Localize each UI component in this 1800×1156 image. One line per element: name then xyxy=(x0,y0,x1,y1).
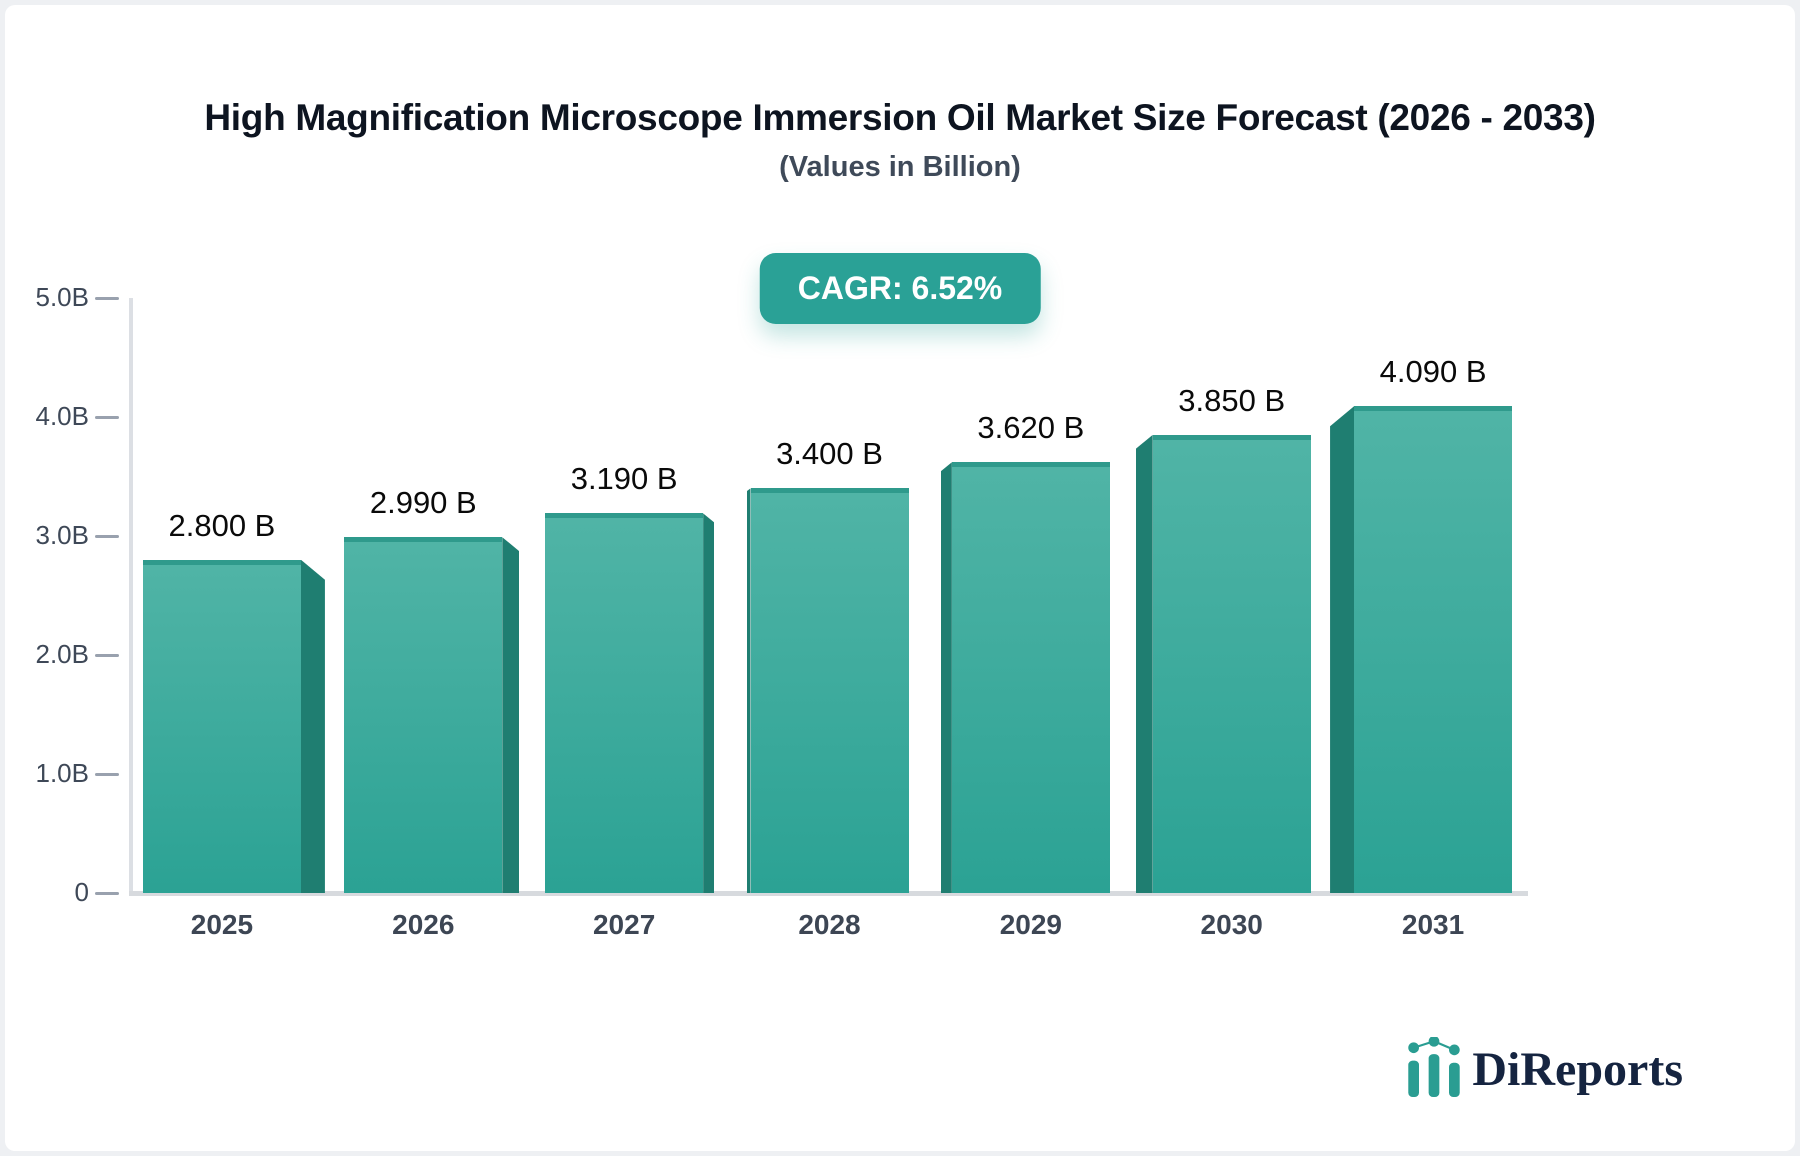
chart-subtitle: (Values in Billion) xyxy=(779,151,1021,183)
bar xyxy=(951,462,1110,893)
y-axis-tick xyxy=(95,535,119,538)
bar-side-face xyxy=(746,488,751,893)
y-axis-label: 1.0B xyxy=(35,758,90,788)
y-axis-label: 4.0B xyxy=(35,401,90,431)
x-axis-label: 2029 xyxy=(999,909,1062,940)
logo-text: DiReports xyxy=(1472,1043,1683,1096)
bar-side-face xyxy=(1135,434,1153,893)
bar-chart: 5.0B 4.0B 3.0B 2.0B 1.0B 0 2.800 B 2025 2.990 B 2… xyxy=(5,5,1795,1151)
bar-side-face xyxy=(502,537,520,893)
y-axis-label: 2.0B xyxy=(35,639,90,669)
y-axis-line xyxy=(129,298,133,896)
cagr-badge: CAGR: 6.52% xyxy=(759,253,1041,324)
bar-side-face xyxy=(300,559,325,893)
bar xyxy=(750,488,909,893)
bar-value-label: 2.800 B xyxy=(168,507,276,543)
bar-chart-logo-icon xyxy=(1406,1035,1462,1102)
bar-side-face xyxy=(703,513,715,893)
bar-value-label: 4.090 B xyxy=(1379,354,1487,390)
chart-title: High Magnification Microscope Immersion … xyxy=(204,97,1596,138)
bar-value-label: 3.190 B xyxy=(570,461,678,497)
x-axis-line xyxy=(129,891,1528,896)
bar-value-label: 3.620 B xyxy=(977,410,1085,446)
x-axis-label: 2025 xyxy=(190,909,254,940)
y-axis-tick xyxy=(95,654,119,657)
y-axis-tick xyxy=(95,892,119,895)
x-axis-label: 2026 xyxy=(392,909,455,940)
y-axis-label: 5.0B xyxy=(35,282,90,312)
x-axis-label: 2027 xyxy=(592,909,656,940)
bar-side-face xyxy=(1330,406,1355,893)
y-axis-label: 3.0B xyxy=(35,520,90,550)
bar-side-face xyxy=(940,462,952,893)
x-axis-label: 2030 xyxy=(1200,909,1263,940)
bar-value-label: 2.990 B xyxy=(369,485,477,521)
bar-value-label: 3.400 B xyxy=(776,436,883,472)
y-axis-tick xyxy=(95,416,119,419)
direports-logo: DiReports xyxy=(1406,1035,1683,1102)
bar xyxy=(142,559,301,893)
bar xyxy=(1152,434,1311,893)
y-axis-label: 0 xyxy=(74,877,89,907)
y-axis-tick xyxy=(95,297,119,300)
x-axis-label: 2031 xyxy=(1401,909,1465,940)
bar-value-label: 3.850 B xyxy=(1178,382,1286,418)
x-axis-label: 2028 xyxy=(798,909,861,940)
y-axis-tick xyxy=(95,773,119,776)
bar xyxy=(545,513,704,893)
bar xyxy=(1354,406,1513,893)
bar xyxy=(344,537,503,893)
chart-card: High Magnification Microscope Immersion … xyxy=(5,5,1795,1151)
